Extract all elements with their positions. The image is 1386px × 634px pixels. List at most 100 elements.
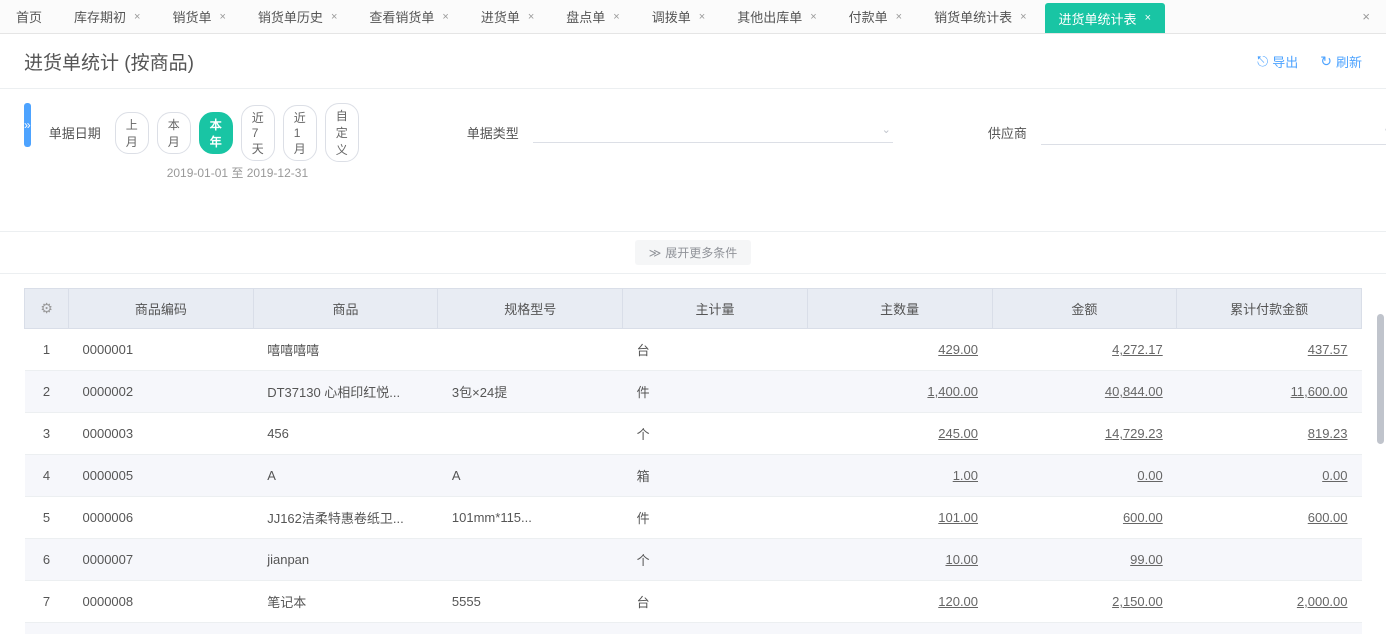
close-icon[interactable]: × [219, 11, 225, 23]
row-qty[interactable]: 1,400.00 [807, 371, 992, 413]
row-paid[interactable]: 11,600.00 [1177, 371, 1362, 413]
table-header-row: ⚙ 商品编码 商品 规格型号 主计量 主数量 金额 累计付款金额 [25, 289, 1362, 329]
filter-bar: » 单据日期 上月 本月 本年 近7天 近1月 自定义 单据类型 ⌄ [0, 89, 1386, 232]
col-header-code[interactable]: 商品编码 [69, 289, 254, 329]
row-qty[interactable]: 10.00 [807, 539, 992, 581]
table-row[interactable]: 5 0000006 JJ162洁柔特惠卷纸卫... 101mm*115... 件 101.… [25, 497, 1362, 539]
collapse-sidebar-button[interactable]: » [24, 103, 31, 147]
close-icon[interactable]: × [896, 11, 902, 23]
row-paid[interactable]: 600.00 [1177, 497, 1362, 539]
col-header-spec[interactable]: 规格型号 [438, 289, 623, 329]
row-amount[interactable]: 2,150.00 [992, 581, 1177, 623]
col-header-product[interactable]: 商品 [253, 289, 438, 329]
row-amount[interactable]: 0.00 [992, 455, 1177, 497]
date-pill-last-month-range[interactable]: 近1月 [283, 105, 317, 161]
tab-stocktaking[interactable]: 盘点单 × [550, 0, 635, 33]
export-button[interactable]: ⎋ 导出 [1257, 52, 1298, 71]
row-product-name: A [253, 455, 438, 497]
table-row[interactable]: 7 0000008 笔记本 5555 台 120.00 2,150.00 2,000.00 [25, 581, 1362, 623]
close-icon[interactable]: × [1020, 11, 1026, 23]
row-index: 8 [25, 623, 69, 634]
row-amount[interactable]: 600.00 [992, 497, 1177, 539]
table-row[interactable]: 1 0000001 嘻嘻嘻嘻 台 429.00 4,272.17 437.57 [25, 329, 1362, 371]
close-icon[interactable]: × [613, 11, 619, 23]
expand-more-conditions-button[interactable]: ≫ 展开更多条件 [635, 240, 752, 265]
close-all-tabs-icon[interactable]: × [1346, 0, 1386, 33]
tab-sales-order-history[interactable]: 销货单历史 × [242, 0, 353, 33]
data-table-container: ⚙ 商品编码 商品 规格型号 主计量 主数量 金额 累计付款金额 1 000000… [0, 274, 1386, 634]
date-filter-label: 单据日期 [49, 123, 101, 142]
row-paid[interactable]: 2,000.00 [1177, 581, 1362, 623]
row-product-name: 456 [253, 413, 438, 455]
tab-inventory-initial[interactable]: 库存期初 × [58, 0, 156, 33]
row-qty[interactable]: 429.00 [807, 329, 992, 371]
row-index: 5 [25, 497, 69, 539]
close-icon[interactable]: × [1145, 12, 1151, 24]
table-row[interactable]: 4 0000005 A A 箱 1.00 0.00 0.00 [25, 455, 1362, 497]
close-icon[interactable]: × [134, 11, 140, 23]
tab-sales-stat-table[interactable]: 销货单统计表 × [918, 0, 1042, 33]
row-amount[interactable]: 40,844.00 [992, 371, 1177, 413]
date-pill-this-year[interactable]: 本年 [199, 112, 233, 154]
table-row[interactable]: 6 0000007 jianpan 个 10.00 99.00 [25, 539, 1362, 581]
date-filter-row: 单据日期 上月 本月 本年 近7天 近1月 自定义 单据类型 ⌄ 供应商 [49, 103, 1386, 162]
doc-type-select[interactable]: ⌄ [533, 123, 893, 143]
row-paid[interactable]: 819.23 [1177, 413, 1362, 455]
row-qty[interactable]: 120.00 [807, 581, 992, 623]
row-product-name: JJ162洁柔特惠卷纸卫... [253, 497, 438, 539]
table-row[interactable]: 2 0000002 DT37130 心相印红悦... 3包×24提件 1,400.00 4… [25, 371, 1362, 413]
supplier-select[interactable]: ⋯ [1041, 121, 1386, 145]
tab-purchase-stat-table-active[interactable]: 进货单统计表 × [1045, 3, 1165, 33]
row-qty[interactable]: 245.00 [807, 413, 992, 455]
close-icon[interactable]: × [331, 11, 337, 23]
row-amount[interactable]: 4,272.17 [992, 329, 1177, 371]
row-unit: 包 [623, 623, 808, 634]
date-pill-custom[interactable]: 自定义 [325, 103, 359, 162]
row-qty[interactable]: 1,000.00 [807, 623, 992, 634]
supplier-filter-item: 供应商 ⋯ [988, 121, 1386, 145]
table-body: 1 0000001 嘻嘻嘻嘻台 429.00 4,272.17 437.57 2 000000… [25, 329, 1362, 634]
tab-home[interactable]: 首页 [0, 0, 58, 33]
table-row[interactable]: 3 0000003 456 个 245.00 14,729.23 819.23 [25, 413, 1362, 455]
row-paid[interactable]: 0.00 [1177, 455, 1362, 497]
tab-view-sales-order[interactable]: 查看销货单 × [353, 0, 464, 33]
refresh-icon: ↻ [1320, 53, 1332, 70]
tab-sales-order[interactable]: 销货单 × [156, 0, 241, 33]
row-index: 1 [25, 329, 69, 371]
col-header-amount[interactable]: 金额 [992, 289, 1177, 329]
tab-payment-order[interactable]: 付款单 × [833, 0, 918, 33]
row-paid[interactable]: 437.57 [1177, 329, 1362, 371]
tab-purchase-order[interactable]: 进货单 × [465, 0, 550, 33]
close-icon[interactable]: × [810, 11, 816, 23]
close-icon[interactable]: × [699, 11, 705, 23]
row-unit: 件 [623, 371, 808, 413]
col-header-qty[interactable]: 主数量 [807, 289, 992, 329]
refresh-button[interactable]: ↻ 刷新 [1320, 52, 1362, 71]
close-icon[interactable]: × [442, 11, 448, 23]
table-row[interactable]: 80000011红娇子包1,000.005,000.005,000.00 [25, 623, 1362, 634]
purchase-stat-table: ⚙ 商品编码 商品 规格型号 主计量 主数量 金额 累计付款金额 1 000000… [24, 288, 1362, 634]
tab-transfer-order[interactable]: 调拨单 × [636, 0, 721, 33]
row-qty[interactable]: 1.00 [807, 455, 992, 497]
close-icon[interactable]: × [528, 11, 534, 23]
tab-other-outbound[interactable]: 其他出库单 × [721, 0, 832, 33]
row-unit: 个 [623, 413, 808, 455]
table-settings-cell[interactable]: ⚙ [25, 289, 69, 329]
row-paid[interactable]: 5,000.00 [1177, 623, 1362, 634]
row-amount[interactable]: 5,000.00 [992, 623, 1177, 634]
date-pill-last-7-days[interactable]: 近7天 [241, 105, 275, 161]
row-unit: 台 [623, 329, 808, 371]
row-amount[interactable]: 14,729.23 [992, 413, 1177, 455]
col-header-unit[interactable]: 主计量 [623, 289, 808, 329]
date-pill-last-month[interactable]: 上月 [115, 112, 149, 154]
row-spec: 101mm*115... [438, 497, 623, 539]
row-code: 0000003 [69, 413, 254, 455]
doc-type-label: 单据类型 [467, 123, 519, 142]
row-qty[interactable]: 101.00 [807, 497, 992, 539]
gear-icon[interactable]: ⚙ [40, 300, 53, 316]
tab-bar: 首页 库存期初 × 销货单 × 销货单历史 × 查看销货单 × 进货单 × 盘点… [0, 0, 1386, 34]
table-scrollbar-thumb[interactable] [1377, 314, 1384, 444]
date-pill-this-month[interactable]: 本月 [157, 112, 191, 154]
col-header-paid[interactable]: 累计付款金额 [1177, 289, 1362, 329]
row-amount[interactable]: 99.00 [992, 539, 1177, 581]
